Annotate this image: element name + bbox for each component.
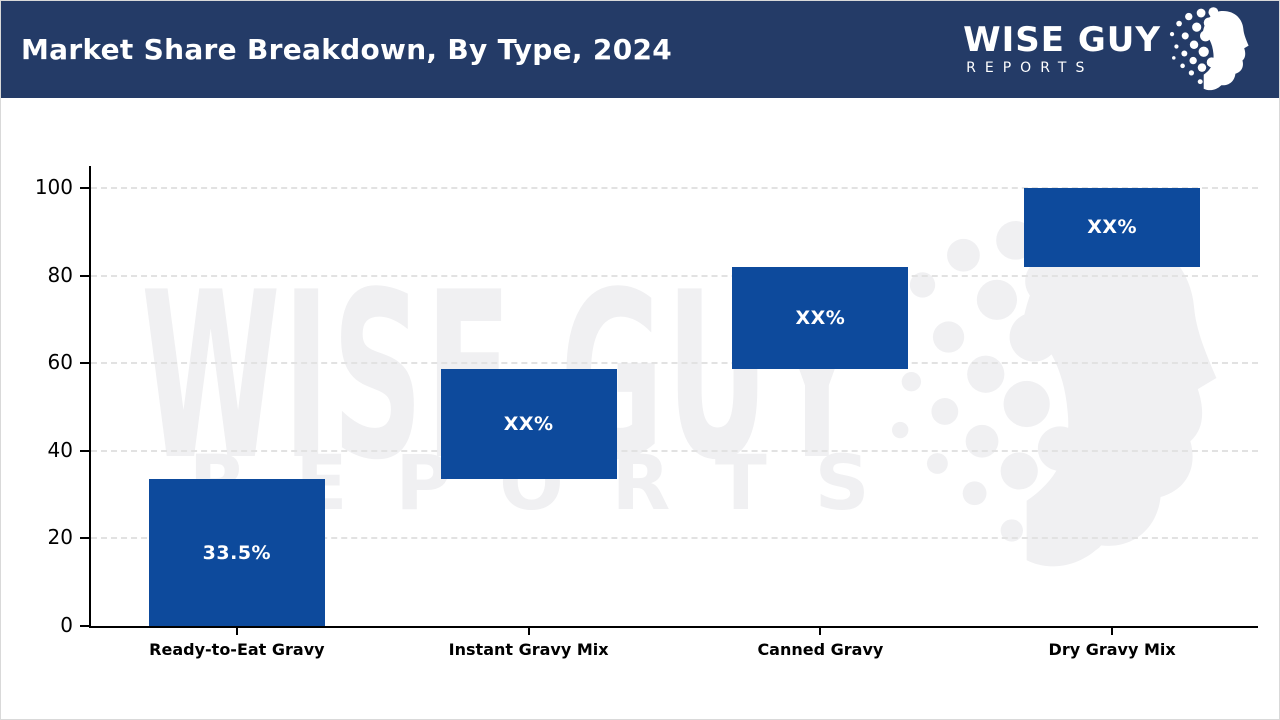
bar-value-label: 33.5% (202, 541, 272, 564)
x-axis-label: Ready-to-Eat Gravy (149, 640, 325, 659)
y-tick-label: 0 (60, 613, 73, 637)
wise-guy-logo: WISE GUY REPORTS (963, 6, 1253, 93)
logo-text: WISE GUY REPORTS (963, 20, 1161, 76)
y-tick-mark (80, 362, 89, 365)
x-axis-label: Instant Gravy Mix (448, 640, 609, 659)
y-tick-label: 100 (34, 174, 73, 199)
bar: XX% (732, 266, 909, 369)
y-tick-label: 20 (47, 525, 73, 550)
bar-value-label: XX% (795, 306, 846, 329)
x-tick-mark (1111, 626, 1114, 635)
y-tick-label: 60 (47, 350, 73, 375)
x-axis-label: Canned Gravy (757, 640, 884, 659)
y-tick-mark (80, 537, 89, 540)
x-tick-mark (527, 626, 530, 635)
page-title: Market Share Breakdown, By Type, 2024 (21, 33, 673, 66)
logo-subtitle: REPORTS (966, 59, 1094, 76)
y-grid-line (91, 449, 1258, 452)
logo-wordmark: WISE GUY (963, 20, 1161, 61)
bar-value-label: XX% (1087, 216, 1138, 239)
y-tick-mark (80, 449, 89, 452)
bar: XX% (1024, 187, 1201, 267)
y-tick-mark (80, 274, 89, 277)
logo-head-icon (1169, 6, 1249, 90)
x-tick-mark (235, 626, 238, 635)
y-grid-line (91, 362, 1258, 365)
x-axis-label: Dry Gravy Mix (1048, 640, 1176, 659)
y-tick-label: 40 (47, 437, 73, 462)
y-grid-line (91, 274, 1258, 277)
header: Market Share Breakdown, By Type, 2024 WI… (1, 1, 1279, 98)
y-grid-line (91, 186, 1258, 189)
x-tick-mark (819, 626, 822, 635)
y-tick-mark (80, 625, 89, 627)
bar-value-label: XX% (503, 413, 554, 436)
bar: XX% (440, 368, 617, 480)
bar: 33.5% (148, 479, 325, 626)
y-tick-label: 80 (47, 262, 73, 287)
y-tick-mark (80, 186, 89, 189)
plot-area: 0 20 40 60 80 100 33.5% Ready-to-Eat Gravy XX% In… (35, 166, 1258, 659)
y-grid-line (91, 537, 1258, 540)
